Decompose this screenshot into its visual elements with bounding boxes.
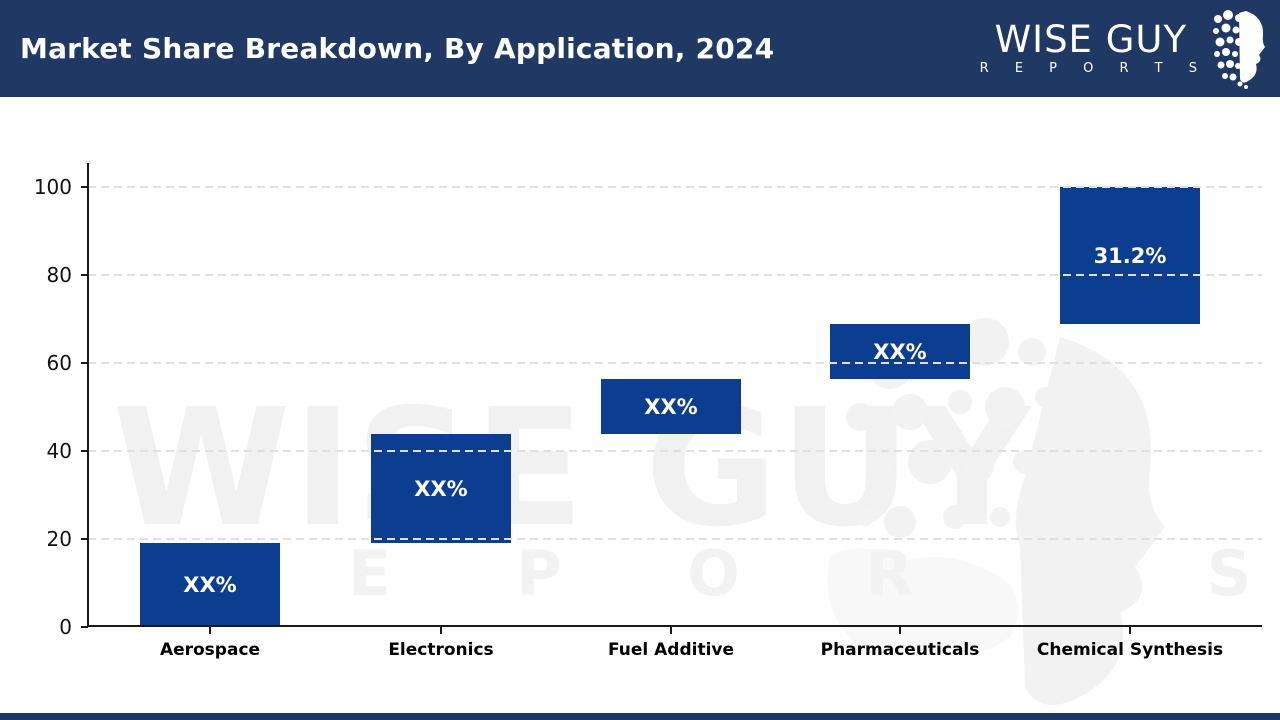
x-tick-mark — [209, 627, 211, 634]
gridline-60 — [88, 362, 1262, 364]
bar-pharmaceuticals: XX% — [830, 324, 970, 380]
y-tick-mark — [81, 274, 88, 276]
x-category-label: Fuel Additive — [607, 640, 735, 660]
y-tick-label: 40 — [46, 439, 72, 463]
x-tick-mark — [670, 627, 672, 634]
gridline-100 — [88, 186, 1262, 188]
x-category-label: Chemical Synthesis — [1036, 640, 1224, 660]
bar-chemical-synthesis: 31.2% — [1060, 187, 1200, 325]
x-tick-mark — [899, 627, 901, 634]
y-tick-mark — [81, 538, 88, 540]
bar-aerospace: XX% — [140, 543, 280, 627]
logo-head-icon — [1213, 9, 1265, 89]
header-bar: Market Share Breakdown, By Application, … — [0, 0, 1280, 97]
chart-title: Market Share Breakdown, By Application, … — [20, 32, 775, 65]
bar-value-label: 31.2% — [1093, 243, 1167, 268]
x-category-label: Aerospace — [159, 640, 261, 660]
y-axis-line — [87, 163, 89, 627]
wise-guy-logo: WISE GUY R E P O R T S — [974, 9, 1266, 89]
bar-value-label: XX% — [414, 476, 468, 501]
bar-value-label: XX% — [644, 394, 698, 419]
y-tick-label: 20 — [46, 527, 72, 551]
x-tick-mark — [440, 627, 442, 634]
y-tick-mark — [81, 186, 88, 188]
y-tick-label: 0 — [59, 615, 72, 639]
bar-fuel-additive: XX% — [601, 379, 741, 434]
footer-bar — [0, 713, 1280, 720]
logo-subtext: R E P O R T S — [979, 61, 1208, 77]
bar-value-label: XX% — [183, 573, 237, 598]
x-tick-mark — [1129, 627, 1131, 634]
bar-electronics: XX% — [371, 433, 511, 544]
y-tick-mark — [81, 450, 88, 452]
x-axis-line — [87, 625, 1262, 627]
y-tick-label: 100 — [33, 175, 72, 199]
x-category-label: Electronics — [388, 640, 494, 660]
y-tick-label: 60 — [46, 351, 72, 375]
y-tick-label: 80 — [46, 263, 72, 287]
gridline-80 — [88, 274, 1262, 276]
plot-area: WISE GUY R E P O R T S XX% XX% XX% XX% 31.2%… — [0, 97, 1280, 713]
x-category-label: Pharmaceuticals — [820, 640, 980, 660]
watermark-head-icon — [827, 318, 1165, 705]
logo-wordmark: WISE GUY — [994, 17, 1188, 61]
y-tick-mark — [81, 362, 88, 364]
bar-value-label: XX% — [873, 339, 927, 364]
y-tick-mark — [81, 626, 88, 628]
gridline-20 — [88, 538, 1262, 540]
gridline-40 — [88, 450, 1262, 452]
